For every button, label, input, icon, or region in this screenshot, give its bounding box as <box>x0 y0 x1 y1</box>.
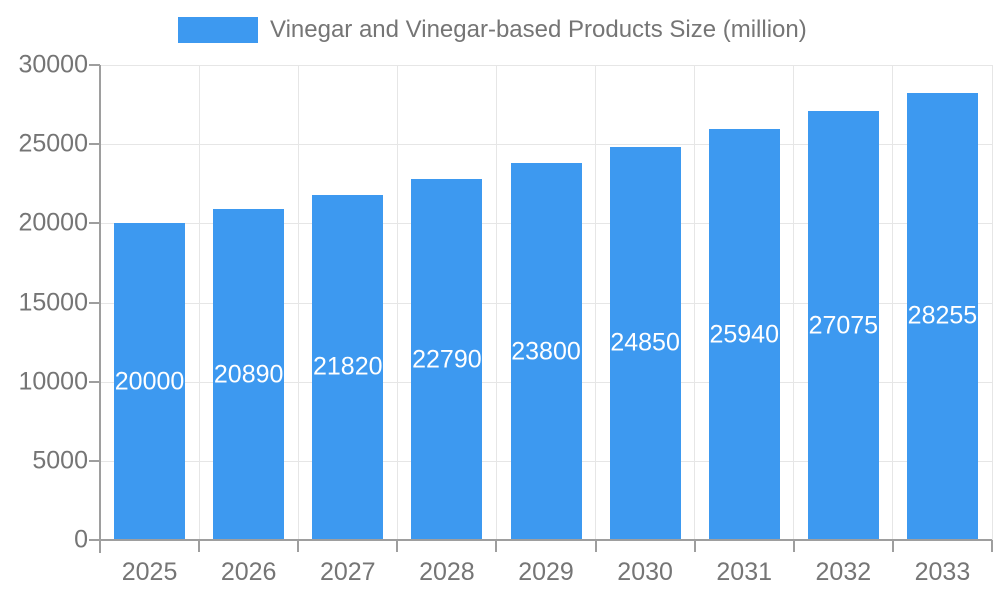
plot-area: 20000 20890 21820 22790 23800 24850 25940 27075… <box>100 65 993 540</box>
bar-2025[interactable]: 20000 <box>114 223 186 540</box>
y-tick-mark <box>89 143 100 146</box>
x-tick-label: 2033 <box>914 558 971 586</box>
y-tick-label: 20000 <box>18 208 88 237</box>
x-tick-mark <box>991 540 993 552</box>
x-tick-label: 2030 <box>617 558 673 586</box>
bar-value-label: 22790 <box>412 345 482 374</box>
y-tick-mark <box>89 301 100 304</box>
v-gridline <box>495 65 497 540</box>
v-gridline <box>793 65 795 540</box>
x-tick-mark <box>594 540 597 552</box>
v-gridline <box>694 65 696 540</box>
bar-value-label: 27075 <box>808 311 879 340</box>
bar-2031[interactable]: 25940 <box>708 129 780 540</box>
v-gridline <box>297 65 299 540</box>
y-tick-mark <box>89 539 100 541</box>
x-tick-label: 2028 <box>419 558 475 586</box>
x-tick-label: 2029 <box>518 558 574 586</box>
v-gridline <box>198 65 200 540</box>
bar-2030[interactable]: 24850 <box>609 146 681 540</box>
bar-value-label: 20000 <box>114 367 185 396</box>
x-tick-mark <box>297 540 300 552</box>
legend: Vinegar and Vinegar-based Products Size … <box>178 17 807 43</box>
bar-value-label: 25940 <box>709 320 779 349</box>
bar-value-label: 20890 <box>213 360 284 389</box>
y-axis-line <box>99 65 101 553</box>
x-axis-line <box>100 539 992 541</box>
bar-2027[interactable]: 21820 <box>312 194 384 540</box>
v-gridline <box>396 65 398 540</box>
bar-value-label: 24850 <box>610 328 680 357</box>
y-tick-mark <box>89 459 100 462</box>
y-tick-mark <box>89 64 100 66</box>
y-tick-label: 30000 <box>18 50 88 79</box>
x-tick-mark <box>891 540 894 552</box>
y-tick-mark <box>89 222 100 225</box>
v-gridline <box>892 65 894 540</box>
x-tick-mark <box>198 540 201 552</box>
y-tick-label: 25000 <box>18 129 88 158</box>
x-tick-label: 2025 <box>121 558 178 586</box>
x-tick-mark <box>99 540 101 552</box>
y-tick-label: 5000 <box>32 446 88 475</box>
x-tick-label: 2026 <box>220 558 277 586</box>
bar-value-label: 21820 <box>313 352 383 381</box>
y-tick-mark <box>89 380 100 383</box>
x-tick-mark <box>693 540 696 552</box>
x-tick-mark <box>495 540 498 552</box>
h-gridline <box>100 144 992 146</box>
v-gridline <box>595 65 597 540</box>
x-tick-mark <box>792 540 795 552</box>
bar-2032[interactable]: 27075 <box>807 111 879 540</box>
bar-2026[interactable]: 20890 <box>213 209 285 540</box>
bar-2028[interactable]: 22790 <box>411 179 483 540</box>
y-tick-label: 10000 <box>18 367 88 396</box>
x-tick-label: 2027 <box>319 558 376 586</box>
x-tick-label: 2031 <box>716 558 773 586</box>
legend-label: Vinegar and Vinegar-based Products Size … <box>270 16 807 43</box>
bar-2033[interactable]: 28255 <box>906 92 978 540</box>
bar-value-label: 23800 <box>511 337 581 366</box>
h-gridline <box>100 65 992 66</box>
y-tick-label: 15000 <box>18 288 88 316</box>
x-tick-label: 2032 <box>815 558 872 586</box>
bar-2029[interactable]: 23800 <box>510 163 582 540</box>
x-tick-mark <box>396 540 399 552</box>
y-tick-label: 0 <box>74 525 88 554</box>
v-gridline <box>991 65 993 540</box>
bar-value-label: 28255 <box>907 301 978 330</box>
legend-swatch <box>178 17 258 43</box>
